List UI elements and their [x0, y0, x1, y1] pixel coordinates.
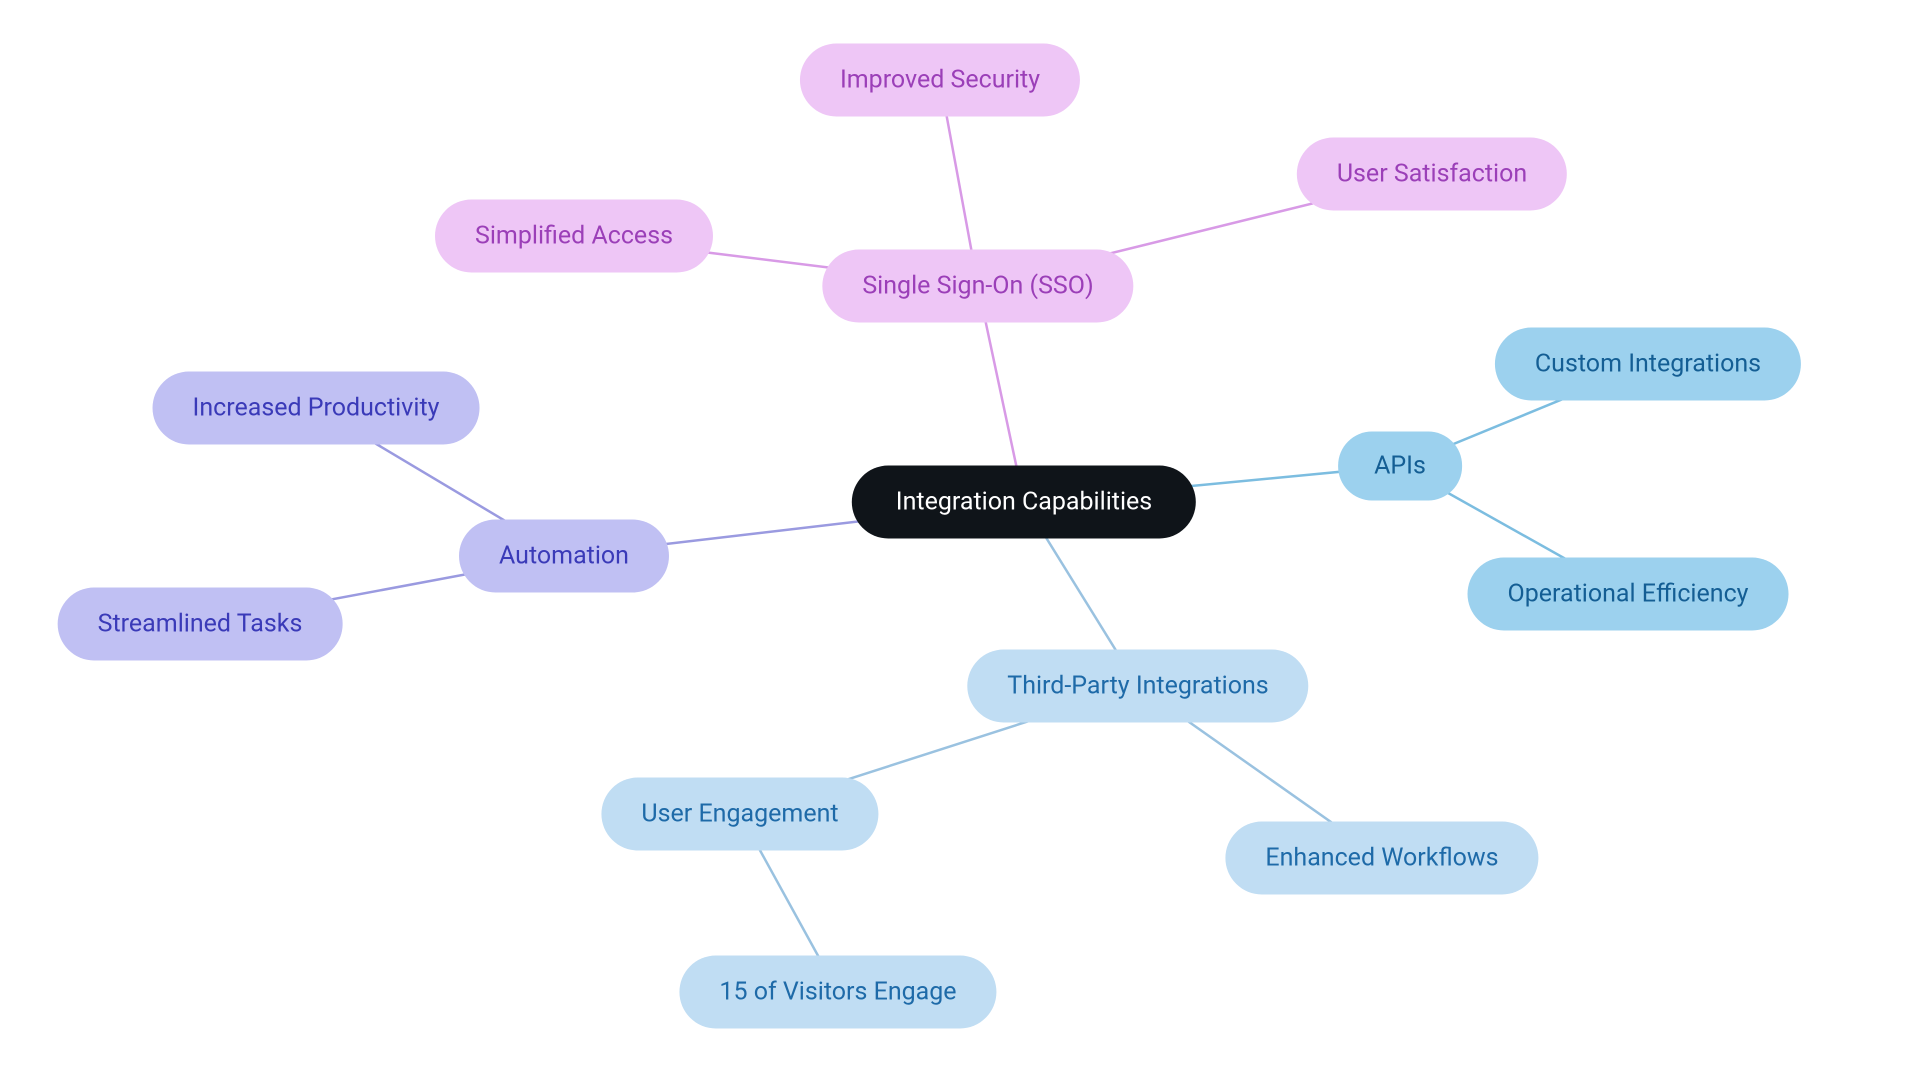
node-label: Operational Efficiency	[1508, 580, 1749, 609]
node-label: Improved Security	[840, 66, 1040, 95]
node-label: Automation	[499, 542, 629, 571]
node-label: APIs	[1374, 452, 1426, 481]
node-label: 15 of Visitors Engage	[719, 978, 956, 1007]
mindmap-canvas: Integration Capabilities Single Sign-On (…	[0, 0, 1920, 1083]
node-label: Enhanced Workflows	[1265, 844, 1498, 873]
node-apis_opeff: Operational Efficiency	[1468, 558, 1789, 631]
node-label: Third-Party Integrations	[1007, 672, 1268, 701]
node-label: Custom Integrations	[1535, 350, 1761, 379]
node-tpi_engage: User Engagement	[601, 778, 878, 851]
node-sso_satisfaction: User Satisfaction	[1297, 138, 1567, 211]
node-label: User Satisfaction	[1337, 160, 1527, 189]
node-label: Simplified Access	[475, 222, 673, 251]
node-label: User Engagement	[641, 800, 838, 829]
node-tpi: Third-Party Integrations	[967, 650, 1308, 723]
node-label: Streamlined Tasks	[98, 610, 303, 639]
node-sso_security: Improved Security	[800, 44, 1080, 117]
node-auto_tasks: Streamlined Tasks	[58, 588, 343, 661]
node-auto_prod: Increased Productivity	[153, 372, 480, 445]
edges-layer	[0, 0, 1920, 1083]
node-tpi_workflows: Enhanced Workflows	[1225, 822, 1538, 895]
node-apis: APIs	[1338, 432, 1462, 501]
node-label: Integration Capabilities	[896, 488, 1152, 517]
node-apis_custom: Custom Integrations	[1495, 328, 1801, 401]
node-label: Single Sign-On (SSO)	[862, 272, 1093, 301]
node-root: Integration Capabilities	[852, 466, 1196, 539]
node-sso: Single Sign-On (SSO)	[822, 250, 1133, 323]
node-sso_simplified: Simplified Access	[435, 200, 713, 273]
node-label: Increased Productivity	[193, 394, 440, 423]
node-automation: Automation	[459, 520, 669, 593]
node-tpi_visitors: 15 of Visitors Engage	[679, 956, 996, 1029]
